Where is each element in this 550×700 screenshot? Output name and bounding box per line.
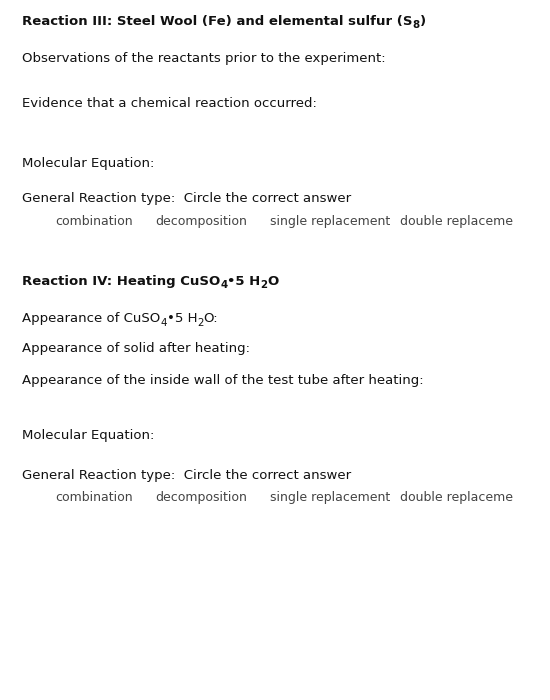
- Text: 4: 4: [220, 281, 227, 290]
- Text: ): ): [420, 15, 426, 28]
- Text: •5 H: •5 H: [227, 275, 261, 288]
- Text: single replacement: single replacement: [270, 491, 390, 504]
- Text: combination: combination: [55, 215, 133, 228]
- Text: General Reaction type:  Circle the correct answer: General Reaction type: Circle the correc…: [22, 469, 351, 482]
- Text: 2: 2: [261, 281, 268, 290]
- Text: combination: combination: [55, 491, 133, 504]
- Text: 4: 4: [160, 318, 167, 328]
- Text: O: O: [268, 275, 279, 288]
- Text: 2: 2: [197, 318, 204, 328]
- Text: decomposition: decomposition: [155, 215, 247, 228]
- Text: Observations of the reactants prior to the experiment:: Observations of the reactants prior to t…: [22, 52, 386, 65]
- Text: single replacement: single replacement: [270, 215, 390, 228]
- Text: Appearance of the inside wall of the test tube after heating:: Appearance of the inside wall of the tes…: [22, 374, 424, 387]
- Text: General Reaction type:  Circle the correct answer: General Reaction type: Circle the correc…: [22, 192, 351, 205]
- Text: 8: 8: [412, 20, 420, 31]
- Text: •5 H: •5 H: [167, 312, 197, 325]
- Text: O:: O:: [204, 312, 218, 325]
- Text: Molecular Equation:: Molecular Equation:: [22, 429, 155, 442]
- Text: decomposition: decomposition: [155, 491, 247, 504]
- Text: Molecular Equation:: Molecular Equation:: [22, 157, 155, 170]
- Text: Appearance of CuSO: Appearance of CuSO: [22, 312, 160, 325]
- Text: Evidence that a chemical reaction occurred:: Evidence that a chemical reaction occurr…: [22, 97, 317, 110]
- Text: double replaceme: double replaceme: [400, 215, 513, 228]
- Text: Reaction III: Steel Wool (Fe) and elemental sulfur (S: Reaction III: Steel Wool (Fe) and elemen…: [22, 15, 412, 28]
- Text: Reaction IV: Heating CuSO: Reaction IV: Heating CuSO: [22, 275, 220, 288]
- Text: Appearance of solid after heating:: Appearance of solid after heating:: [22, 342, 250, 355]
- Text: double replaceme: double replaceme: [400, 491, 513, 504]
